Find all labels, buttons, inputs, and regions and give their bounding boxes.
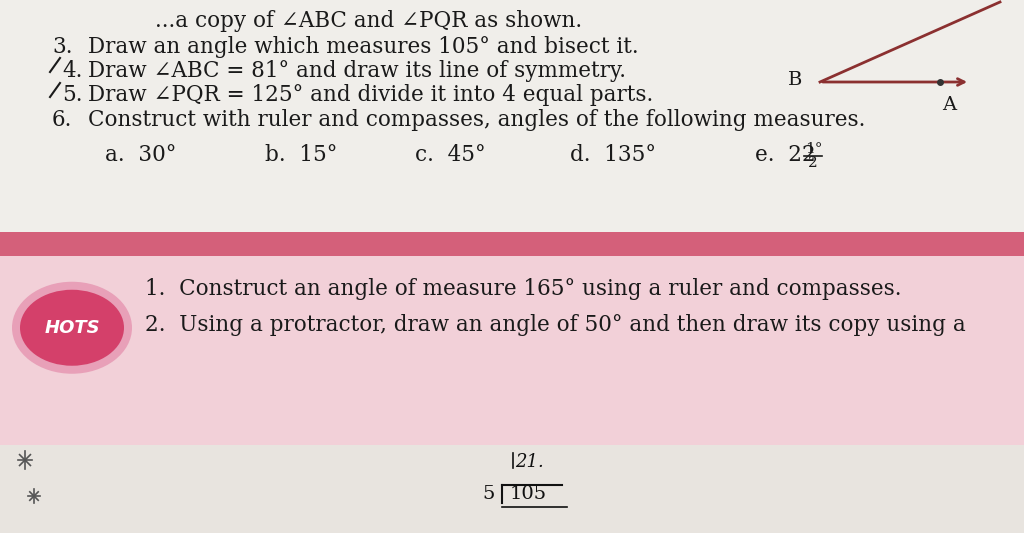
Text: a.  30°: a. 30°	[105, 144, 176, 166]
Bar	[0, 445, 1024, 533]
Text: c.  45°: c. 45°	[415, 144, 485, 166]
Bar	[0, 232, 1024, 256]
Text: Draw an angle which measures 105° and bisect it.: Draw an angle which measures 105° and bi…	[88, 36, 639, 58]
Bar	[0, 0, 1024, 232]
Ellipse shape	[12, 282, 132, 374]
Text: 1.  Construct an angle of measure 165° using a ruler and compasses.: 1. Construct an angle of measure 165° us…	[145, 278, 901, 300]
Text: ...a copy of ∠ABC and ∠PQR as shown.: ...a copy of ∠ABC and ∠PQR as shown.	[155, 10, 582, 32]
Text: 105: 105	[510, 485, 547, 503]
Text: B: B	[787, 71, 802, 89]
Bar	[0, 256, 1024, 445]
Text: 5.: 5.	[62, 84, 83, 106]
Text: Construct with ruler and compasses, angles of the following measures.: Construct with ruler and compasses, angl…	[88, 109, 865, 131]
Text: 6.: 6.	[52, 109, 73, 131]
Text: d.  135°: d. 135°	[570, 144, 656, 166]
Text: e.  22: e. 22	[755, 144, 816, 166]
Text: 4.: 4.	[62, 60, 82, 82]
Text: b.  15°: b. 15°	[265, 144, 337, 166]
Text: Draw ∠ABC = 81° and draw its line of symmetry.: Draw ∠ABC = 81° and draw its line of sym…	[88, 60, 626, 82]
Text: 1°: 1°	[805, 142, 822, 156]
Text: 2: 2	[808, 156, 818, 170]
Text: HOTS: HOTS	[44, 319, 99, 337]
Text: 5: 5	[482, 485, 495, 503]
Text: A: A	[942, 96, 956, 114]
Text: 2.  Using a protractor, draw an angle of 50° and then draw its copy using a: 2. Using a protractor, draw an angle of …	[145, 314, 966, 336]
Text: 21.: 21.	[515, 453, 544, 471]
Text: Draw ∠PQR = 125° and divide it into 4 equal parts.: Draw ∠PQR = 125° and divide it into 4 eq…	[88, 84, 653, 106]
Ellipse shape	[20, 290, 124, 366]
Text: 3.: 3.	[52, 36, 73, 58]
